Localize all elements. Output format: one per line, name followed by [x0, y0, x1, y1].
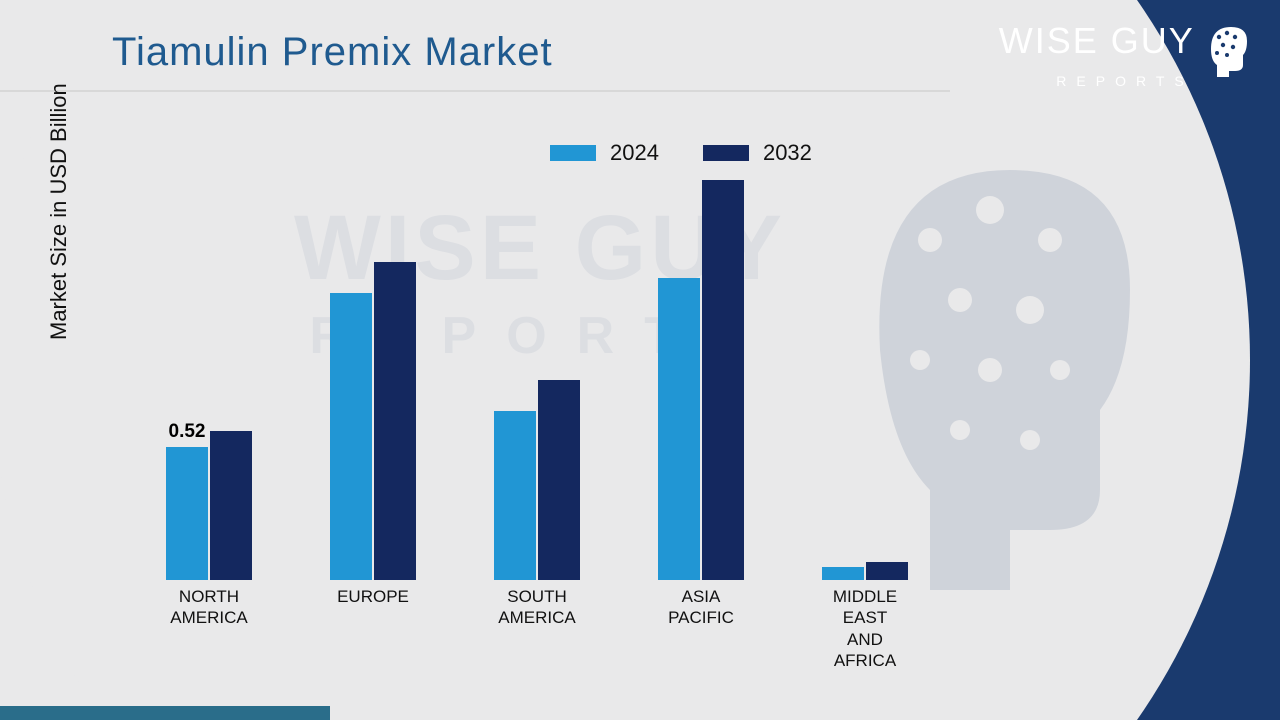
bar-2032 [210, 431, 252, 580]
x-axis-label: SOUTHAMERICA [462, 586, 612, 629]
bar-group [156, 170, 266, 580]
title-underline [0, 90, 950, 92]
bar-chart: Market Size in USD Billion 2024 2032 0.5… [60, 140, 940, 680]
bar-2024 [658, 278, 700, 580]
bar-2024 [330, 293, 372, 580]
x-axis-label: ASIAPACIFIC [626, 586, 776, 629]
legend-item-2032: 2032 [703, 140, 812, 166]
bar-2024 [166, 447, 208, 580]
bar-group [812, 170, 922, 580]
bar-2024 [494, 411, 536, 580]
bar-group [484, 170, 594, 580]
bar-2032 [538, 380, 580, 580]
value-label: 0.52 [157, 421, 217, 443]
legend-label-2032: 2032 [763, 140, 812, 166]
brand-logo: WISE GUY REPORTS [990, 20, 1260, 89]
bar-group [648, 170, 758, 580]
x-axis-label: EUROPE [298, 586, 448, 607]
y-axis-label: Market Size in USD Billion [46, 83, 72, 340]
logo-head-icon [1201, 21, 1251, 77]
x-axis-label: NORTHAMERICA [134, 586, 284, 629]
bottom-accent-bar [0, 706, 330, 720]
chart-title: Tiamulin Premix Market [112, 30, 553, 75]
legend-swatch-2032 [703, 145, 749, 161]
logo-main-text: WISE GUY [999, 20, 1195, 62]
x-axis: NORTHAMERICA EUROPE SOUTHAMERICA ASIAPACIFI… [120, 580, 920, 680]
legend-label-2024: 2024 [610, 140, 659, 166]
legend-swatch-2024 [550, 145, 596, 161]
bar-2024 [822, 567, 864, 580]
legend-item-2024: 2024 [550, 140, 659, 166]
report-slide: WISE GUY REPORTS Tiamulin Premix Market [0, 0, 1280, 720]
plot-area: 0.52 [120, 170, 920, 580]
bar-2032 [866, 562, 908, 580]
bar-2032 [374, 262, 416, 580]
bar-2032 [702, 180, 744, 580]
bar-group [320, 170, 430, 580]
legend: 2024 2032 [550, 140, 812, 166]
x-axis-label: MIDDLEEASTANDAFRICA [790, 586, 940, 671]
